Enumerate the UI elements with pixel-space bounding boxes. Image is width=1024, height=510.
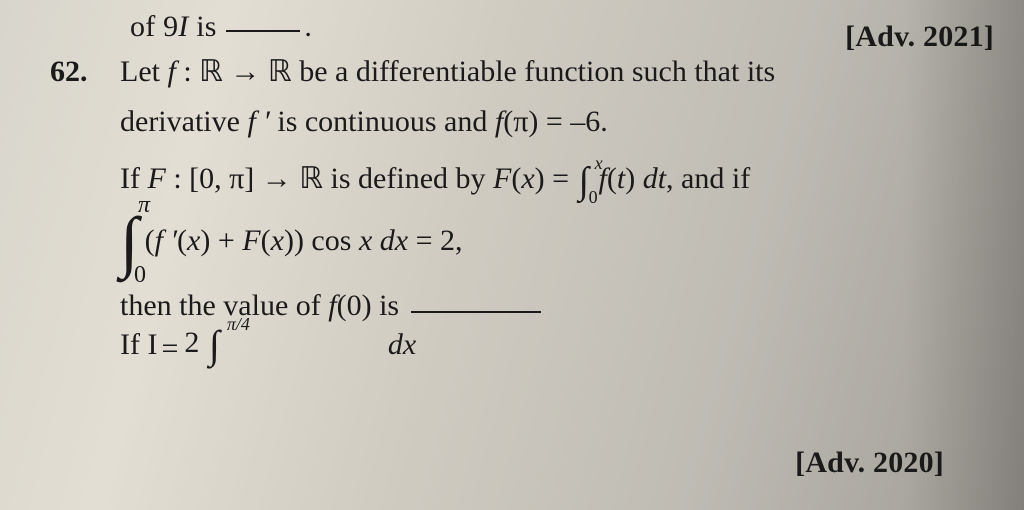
text: is defined by bbox=[323, 162, 493, 195]
frag-top-var: I bbox=[178, 10, 188, 43]
frag-top-prefix: of 9 bbox=[130, 10, 178, 43]
text: be a differentiable function such that i… bbox=[292, 55, 775, 88]
year-tag-2020: [Adv. 2020] bbox=[795, 446, 944, 480]
int-lower-0: 0 bbox=[589, 188, 598, 206]
q62-body-line1: Let f : ℝ → ℝ be a differentiable functi… bbox=[120, 50, 775, 94]
inline-integral: ∫x0 bbox=[579, 162, 589, 200]
question-number-62: 62. bbox=[50, 55, 120, 89]
equals: = bbox=[161, 332, 178, 366]
func-F: F bbox=[242, 224, 260, 257]
func-f: f bbox=[328, 289, 336, 322]
dx: dx bbox=[388, 328, 416, 362]
if-I: If I bbox=[120, 328, 157, 362]
blank-2 bbox=[411, 311, 541, 313]
f-prime: f ′ bbox=[155, 224, 177, 257]
func-F: F bbox=[147, 162, 165, 195]
int-upper-pi4: π/4 bbox=[227, 315, 250, 333]
int-upper-x: x bbox=[595, 154, 603, 172]
blank-1 bbox=[226, 30, 300, 32]
text: (0) is bbox=[337, 289, 400, 322]
text: = 2, bbox=[408, 224, 462, 257]
text: ) = bbox=[535, 162, 577, 195]
text: ( bbox=[177, 224, 187, 257]
text: derivative bbox=[120, 105, 247, 138]
var-x: x bbox=[271, 224, 284, 257]
var-x: x bbox=[187, 224, 200, 257]
fragment-bottom: If I = 2 ∫π/4 dx bbox=[120, 325, 984, 365]
q62-body-line3: If F : [0, π] → ℝ is defined by F(x) = ∫… bbox=[120, 157, 984, 201]
integrand: (f ′(x) + F(x)) cos x dx = 2, bbox=[145, 224, 463, 258]
func-f: f bbox=[495, 105, 503, 138]
int-upper-pi: π bbox=[138, 193, 150, 217]
display-integral: ∫ π 0 (f ′(x) + F(x)) cos x dx = 2, bbox=[120, 207, 463, 275]
real-to-real: ℝ → ℝ bbox=[199, 55, 292, 88]
frag-top-suffix: is bbox=[189, 10, 217, 43]
text: ) + bbox=[200, 224, 242, 257]
text: ( bbox=[607, 162, 617, 195]
inline-integral-2: ∫π/4 bbox=[209, 325, 220, 365]
int-lower-0: 0 bbox=[134, 263, 146, 287]
var-t: t bbox=[617, 162, 625, 195]
big-integral-sign: ∫ π 0 bbox=[120, 207, 139, 275]
text: ( bbox=[261, 224, 271, 257]
page: [Adv. 2021] of 9I is . 62. Let f : ℝ → ℝ… bbox=[0, 0, 1024, 510]
frag-top-period: . bbox=[304, 10, 312, 43]
text: )) cos bbox=[284, 224, 359, 257]
text: then the value of bbox=[120, 289, 328, 322]
text: ) bbox=[625, 162, 643, 195]
q62-body-line2: derivative f ′ is continuous and f(π) = … bbox=[120, 100, 984, 144]
text: : [0, π] → bbox=[166, 162, 299, 195]
var-x: x bbox=[521, 162, 534, 195]
text: ( bbox=[145, 224, 155, 257]
dt: dt bbox=[643, 162, 666, 195]
text: (π) = –6. bbox=[503, 105, 608, 138]
real-symbol: ℝ bbox=[299, 162, 323, 195]
q62-line1: 62. Let f : ℝ → ℝ be a differentiable fu… bbox=[50, 50, 984, 94]
two-and-int: 2 ∫π/4 bbox=[184, 325, 221, 365]
text: is continuous and bbox=[270, 105, 495, 138]
text: : bbox=[176, 55, 199, 88]
text: If I bbox=[120, 328, 157, 361]
x-dx: x dx bbox=[359, 224, 408, 257]
func-f: f bbox=[167, 55, 175, 88]
text: Let bbox=[120, 55, 167, 88]
text: ( bbox=[511, 162, 521, 195]
text: If bbox=[120, 162, 147, 195]
func-F: F bbox=[493, 162, 511, 195]
f-prime: f ′ bbox=[247, 105, 269, 138]
text: , and if bbox=[666, 162, 750, 195]
num-2: 2 bbox=[184, 325, 199, 358]
year-tag-2021: [Adv. 2021] bbox=[845, 20, 994, 54]
